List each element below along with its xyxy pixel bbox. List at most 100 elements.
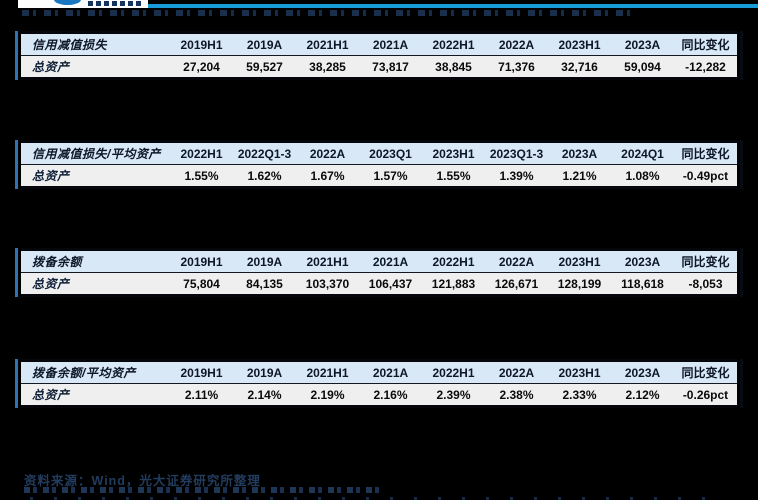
- table-col-header: 2019H1: [180, 365, 223, 380]
- table-col-header: 2022Q1-3: [237, 146, 292, 161]
- table-value-cell: 2.16%: [373, 387, 408, 402]
- table-value-cell: 38,285: [309, 59, 346, 74]
- table-col-header: 2022A: [309, 146, 346, 161]
- clipped-title-text: [22, 10, 637, 16]
- table-value-cell: 1.62%: [247, 168, 282, 183]
- table-title-cell: 信用减值损失: [32, 38, 108, 52]
- table-value-cell: 2.12%: [625, 387, 660, 402]
- table-col-header: 2021H1: [306, 365, 349, 380]
- clipped-page-edge-text: [30, 497, 720, 500]
- table-col-header: 2022A: [498, 37, 535, 52]
- table-col-header: 2023H1: [558, 37, 601, 52]
- table-value-cell: -12,282: [685, 59, 726, 74]
- table-col-header: 2023Q1-3: [489, 146, 544, 161]
- table-col-header: 2019H1: [180, 254, 223, 269]
- table-value-cell: 1.55%: [184, 168, 219, 183]
- table-row-label: 总资产: [32, 60, 70, 74]
- header-rule-bar: [148, 4, 758, 8]
- table-col-header: 2022H1: [432, 365, 475, 380]
- table-col-header: 同比变化: [681, 366, 730, 380]
- table-col-header: 2023H1: [432, 146, 475, 161]
- table-provision-balance: 拨备余额 2019H1 2019A 2021H1 2021A 2022H1 2022A 202…: [15, 248, 743, 297]
- table-data-row: 总资产 27,204 59,527 38,285 73,817 38,845 71,376 3…: [21, 56, 737, 77]
- table-row-label: 总资产: [32, 388, 70, 402]
- table-provision-balance-avg-assets: 拨备余额/平均资产 2019H1 2019A 2021H1 2021A 2022H1 202…: [15, 359, 743, 408]
- table-header-row: 信用减值损失/平均资产 2022H1 2022Q1-3 2022A 2023Q1 2023…: [21, 143, 737, 165]
- table-col-header: 2022H1: [180, 146, 223, 161]
- table-value-cell: 118,618: [621, 276, 664, 291]
- table-data-row: 总资产 2.11% 2.14% 2.19% 2.16% 2.39% 2.38% 2.33% 2.…: [21, 384, 737, 405]
- table-col-header: 2019A: [246, 365, 283, 380]
- table-col-header: 同比变化: [681, 38, 730, 52]
- table-value-cell: 1.67%: [310, 168, 345, 183]
- table-value-cell: 126,671: [494, 276, 539, 291]
- table-col-header: 2023H1: [558, 254, 601, 269]
- table-value-cell: 2.39%: [436, 387, 471, 402]
- table-title-cell: 信用减值损失/平均资产: [32, 147, 161, 161]
- table-value-cell: 106,437: [368, 276, 413, 291]
- table-col-header: 同比变化: [681, 255, 730, 269]
- clipped-disclaimer-text: [24, 487, 380, 493]
- table-value-cell: -0.49pct: [682, 168, 729, 183]
- table-value-cell: 1.55%: [436, 168, 471, 183]
- table-col-header: 2022A: [498, 254, 535, 269]
- table-value-cell: 38,845: [435, 59, 472, 74]
- logo-text-remnant: [88, 1, 144, 6]
- table-col-header: 2022H1: [432, 37, 475, 52]
- table-value-cell: -0.26pct: [682, 387, 729, 402]
- table-col-header: 2021A: [372, 365, 409, 380]
- table-col-header: 2021H1: [306, 254, 349, 269]
- table-title-cell: 拨备余额: [32, 255, 83, 269]
- table-value-cell: 1.21%: [562, 168, 597, 183]
- table-col-header: 2023A: [624, 37, 661, 52]
- table-col-header: 2023H1: [558, 365, 601, 380]
- table-value-cell: 27,204: [183, 59, 220, 74]
- table-data-row: 总资产 75,804 84,135 103,370 106,437 121,883 126,…: [21, 273, 737, 294]
- brand-logo-icon: [54, 0, 81, 5]
- table-col-header: 2024Q1: [621, 146, 664, 161]
- table-value-cell: 1.57%: [373, 168, 408, 183]
- table-col-header: 2019A: [246, 254, 283, 269]
- table-header-row: 信用减值损失 2019H1 2019A 2021H1 2021A 2022H1 2022A 2…: [21, 34, 737, 56]
- table-value-cell: 59,094: [624, 59, 661, 74]
- table-col-header: 2021A: [372, 37, 409, 52]
- table-header-row: 拨备余额/平均资产 2019H1 2019A 2021H1 2021A 2022H1 202…: [21, 362, 737, 384]
- table-col-header: 2023Q1: [369, 146, 412, 161]
- table-col-header: 2023A: [624, 365, 661, 380]
- table-col-header: 2022A: [498, 365, 535, 380]
- table-col-header: 2019H1: [180, 37, 223, 52]
- table-value-cell: 71,376: [498, 59, 535, 74]
- table-value-cell: 2.38%: [499, 387, 534, 402]
- table-value-cell: -8,053: [688, 276, 723, 291]
- table-col-header: 2023A: [561, 146, 598, 161]
- table-col-header: 2021H1: [306, 37, 349, 52]
- table-value-cell: 2.33%: [562, 387, 597, 402]
- table-value-cell: 84,135: [246, 276, 283, 291]
- table-col-header: 2023A: [624, 254, 661, 269]
- table-row-label: 总资产: [32, 169, 70, 183]
- table-value-cell: 128,199: [557, 276, 602, 291]
- table-credit-impairment-loss: 信用减值损失 2019H1 2019A 2021H1 2021A 2022H1 2022A 2…: [15, 31, 743, 80]
- table-value-cell: 2.11%: [184, 387, 219, 402]
- table-value-cell: 1.08%: [625, 168, 660, 183]
- table-value-cell: 75,804: [183, 276, 220, 291]
- table-value-cell: 2.19%: [310, 387, 345, 402]
- table-value-cell: 2.14%: [247, 387, 282, 402]
- table-value-cell: 121,883: [431, 276, 476, 291]
- table-value-cell: 32,716: [561, 59, 598, 74]
- table-col-header: 2021A: [372, 254, 409, 269]
- table-data-row: 总资产 1.55% 1.62% 1.67% 1.57% 1.55% 1.39% 1.21% 1.…: [21, 165, 737, 186]
- table-value-cell: 59,527: [246, 59, 283, 74]
- logo-fragment: [18, 0, 148, 8]
- table-value-cell: 103,370: [305, 276, 350, 291]
- source-note: 资料来源：Wind，光大证券研究所整理: [24, 474, 261, 488]
- table-col-header: 2022H1: [432, 254, 475, 269]
- table-title-cell: 拨备余额/平均资产: [32, 366, 136, 380]
- table-row-label: 总资产: [32, 277, 70, 291]
- table-credit-impairment-loss-avg-assets: 信用减值损失/平均资产 2022H1 2022Q1-3 2022A 2023Q1 2023…: [15, 140, 743, 189]
- table-col-header: 同比变化: [681, 147, 730, 161]
- table-col-header: 2019A: [246, 37, 283, 52]
- table-header-row: 拨备余额 2019H1 2019A 2021H1 2021A 2022H1 2022A 202…: [21, 251, 737, 273]
- table-value-cell: 1.39%: [499, 168, 534, 183]
- table-value-cell: 73,817: [372, 59, 409, 74]
